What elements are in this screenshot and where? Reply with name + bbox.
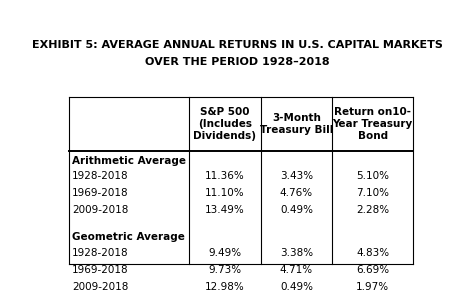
Text: 1969-2018: 1969-2018	[72, 188, 129, 198]
Text: 9.73%: 9.73%	[208, 265, 241, 275]
Text: 2009-2018: 2009-2018	[72, 282, 129, 292]
Text: 3.38%: 3.38%	[280, 248, 313, 258]
Text: 2.28%: 2.28%	[356, 205, 389, 215]
Text: 3-Month
Treasury Bill: 3-Month Treasury Bill	[260, 113, 333, 135]
Text: 0.49%: 0.49%	[280, 282, 313, 292]
Text: Return on10-
Year Treasury
Bond: Return on10- Year Treasury Bond	[332, 107, 413, 141]
Text: 1928-2018: 1928-2018	[72, 248, 129, 258]
Text: 4.76%: 4.76%	[280, 188, 313, 198]
Text: Arithmetic Average: Arithmetic Average	[72, 156, 186, 165]
Text: 13.49%: 13.49%	[205, 205, 244, 215]
Text: 6.69%: 6.69%	[356, 265, 389, 275]
Text: S&P 500
(Includes
Dividends): S&P 500 (Includes Dividends)	[193, 107, 256, 141]
Text: EXHIBIT 5: AVERAGE ANNUAL RETURNS IN U.S. CAPITAL MARKETS: EXHIBIT 5: AVERAGE ANNUAL RETURNS IN U.S…	[32, 40, 443, 50]
Text: 1.97%: 1.97%	[356, 282, 389, 292]
Text: 0.49%: 0.49%	[280, 205, 313, 215]
Text: 11.10%: 11.10%	[205, 188, 244, 198]
Text: 11.36%: 11.36%	[205, 172, 244, 182]
Text: 3.43%: 3.43%	[280, 172, 313, 182]
Text: 4.83%: 4.83%	[356, 248, 389, 258]
Text: 7.10%: 7.10%	[356, 188, 389, 198]
Text: 1969-2018: 1969-2018	[72, 265, 129, 275]
Text: OVER THE PERIOD 1928–2018: OVER THE PERIOD 1928–2018	[145, 57, 330, 67]
Text: 1928-2018: 1928-2018	[72, 172, 129, 182]
Text: 5.10%: 5.10%	[356, 172, 389, 182]
Text: 9.49%: 9.49%	[208, 248, 241, 258]
Text: Geometric Average: Geometric Average	[72, 232, 185, 242]
Text: 4.71%: 4.71%	[280, 265, 313, 275]
Text: 12.98%: 12.98%	[205, 282, 244, 292]
Text: 2009-2018: 2009-2018	[72, 205, 129, 215]
